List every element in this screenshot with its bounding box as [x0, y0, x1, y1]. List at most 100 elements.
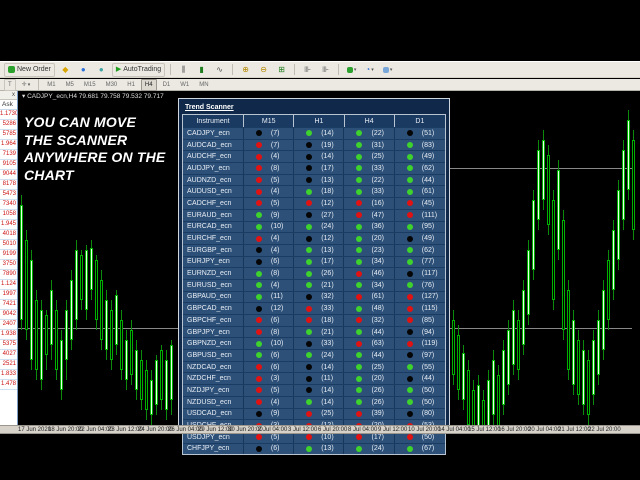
timeframe-button-h4[interactable]: H4	[140, 78, 157, 91]
timeframe-button-m1[interactable]: M1	[47, 81, 56, 88]
signal-cell: (5)	[244, 174, 295, 186]
signal-cell: (14)	[294, 385, 345, 396]
cursor-tool-button[interactable]: ✛▾	[21, 81, 31, 88]
signal-value: (44)	[371, 328, 384, 336]
scanner-row[interactable]: NZDUSD_ecn (4) (14) (26) (50)	[183, 395, 445, 408]
signal-cell: (94)	[395, 327, 445, 338]
scanner-row[interactable]: NZDJPY_ecn (5) (14) (26) (50)	[183, 384, 445, 396]
signal-value: (26)	[321, 270, 334, 278]
new-order-button[interactable]: New Order	[4, 62, 55, 77]
text-tool-button[interactable]: T	[4, 78, 16, 91]
timeframe-button-d1[interactable]: D1	[162, 81, 171, 88]
zoom-out-icon[interactable]: ⊖	[260, 65, 267, 74]
signal-cell: (4)	[244, 279, 295, 291]
signal-dot-green	[306, 247, 313, 254]
close-icon[interactable]: x	[0, 91, 17, 100]
scanner-row[interactable]: CADJPY_ecn (7) (14) (22) (51)	[183, 127, 445, 139]
timeframe-button-m30[interactable]: M30	[105, 81, 118, 88]
time-axis-label: 8 Jul 04:00	[348, 427, 378, 433]
candle-body	[50, 290, 53, 345]
scanner-row[interactable]: EURJPY_ecn (6) (17) (34) (77)	[183, 255, 445, 268]
ask-price: 1.1730	[0, 110, 17, 120]
trend-scanner-panel[interactable]: Trend Scanner Instrument M15 H1 H4 D1 CA…	[178, 98, 450, 456]
signal-dot-green	[306, 130, 313, 137]
scanner-row[interactable]: EURGBP_ecn (4) (13) (23) (62)	[183, 243, 445, 256]
autotrading-button[interactable]: ▶ AutoTrading	[111, 62, 166, 77]
scanner-row[interactable]: GBPCAD_ecn (12) (33) (48) (115)	[183, 302, 445, 314]
scanner-row[interactable]: EURCAD_ecn (10) (24) (36) (95)	[183, 220, 445, 233]
signal-value: (76)	[421, 281, 435, 289]
community-icon[interactable]: ●	[98, 65, 104, 74]
chart-collapse-icon[interactable]: ▾	[22, 93, 28, 100]
scanner-row[interactable]: GBPAUD_ecn (11) (32) (61) (127)	[183, 290, 445, 303]
tile-windows-icon[interactable]: ⊞	[278, 65, 285, 74]
scanner-row[interactable]: AUDCAD_ecn (7) (19) (31) (83)	[183, 138, 445, 151]
timeframe-button-m15[interactable]: M15	[83, 81, 96, 88]
scanner-row[interactable]: EURCHF_ecn (4) (12) (20) (49)	[183, 232, 445, 244]
line-chart-icon[interactable]: ∿	[216, 65, 223, 74]
candle-body	[602, 290, 605, 350]
scanner-row[interactable]: EURAUD_ecn (9) (27) (47) (111)	[183, 208, 445, 221]
signal-cell: (16)	[344, 198, 395, 209]
scanner-row[interactable]: CHFJPY_ecn (6) (13) (24) (67)	[183, 442, 445, 455]
scanner-row[interactable]: CADCHF_ecn (5) (12) (16) (45)	[183, 197, 445, 209]
templates-menu-button[interactable]: ▾	[380, 63, 395, 77]
scanner-row[interactable]: AUDJPY_ecn (8) (17) (33) (62)	[183, 162, 445, 174]
signal-cell: (24)	[294, 350, 345, 361]
cascade-charts-icon[interactable]: ⊪	[322, 65, 330, 74]
signal-dot-black	[406, 352, 413, 359]
scanner-row[interactable]: GBPCHF_ecn (6) (18) (32) (85)	[183, 314, 445, 326]
signal-value: (127)	[421, 293, 439, 301]
time-axis-label: 6 Jul 20:00	[318, 427, 348, 433]
candle-body	[477, 385, 480, 425]
profile-icon[interactable]: ●	[80, 65, 86, 74]
trend-scanner-title[interactable]: Trend Scanner	[185, 104, 234, 111]
timeframe-button-m5[interactable]: M5	[65, 81, 74, 88]
signal-value: (9)	[270, 410, 280, 418]
scanner-row[interactable]: EURUSD_ecn (4) (21) (34) (76)	[183, 278, 445, 291]
timeframe-button-mn[interactable]: MN	[199, 81, 209, 88]
signal-value: (7)	[270, 129, 280, 137]
signal-value: (48)	[371, 305, 384, 313]
scanner-row[interactable]: EURNZD_ecn (8) (26) (46) (117)	[183, 267, 445, 279]
candle-body	[622, 150, 625, 220]
signal-value: (33)	[321, 305, 334, 313]
candlestick-chart-icon[interactable]: ▮	[199, 65, 204, 74]
signal-dot-black	[306, 177, 313, 184]
zoom-in-icon[interactable]: ⊕	[242, 65, 249, 74]
signal-cell: (26)	[294, 268, 345, 279]
scanner-row[interactable]: AUDUSD_ecn (4) (18) (33) (61)	[183, 185, 445, 198]
signal-dot-green	[406, 165, 413, 172]
signal-dot-red	[255, 387, 262, 394]
scanner-row[interactable]: AUDNZD_ecn (5) (13) (22) (44)	[183, 173, 445, 186]
arrange-charts-icon[interactable]: ⊪	[304, 65, 312, 74]
scanner-row[interactable]: GBPNZD_ecn (10) (33) (63) (119)	[183, 337, 445, 350]
signal-dot-green	[356, 177, 363, 184]
scanner-row[interactable]: USDCAD_ecn (9) (25) (39) (80)	[183, 407, 445, 420]
signal-dot-red	[406, 293, 413, 300]
indicators-menu-button[interactable]: ▾	[344, 63, 359, 77]
candle-body	[522, 290, 525, 345]
signal-dot-red	[356, 410, 363, 417]
signal-cell: (33)	[294, 338, 345, 350]
periods-menu-button[interactable]: ◔ ▾	[365, 65, 374, 74]
alerts-icon[interactable]: ◆	[62, 65, 69, 74]
scanner-row[interactable]: GBPUSD_ecn (6) (24) (44) (97)	[183, 349, 445, 361]
signal-cell: (13)	[294, 174, 345, 186]
signal-dot-red	[406, 200, 413, 207]
scanner-row[interactable]: NZDCHF_ecn (3) (11) (20) (44)	[183, 372, 445, 385]
scanner-row[interactable]: GBPJPY_ecn (8) (21) (44) (94)	[183, 325, 445, 338]
signal-dot-green	[356, 130, 363, 137]
signal-dot-green	[306, 329, 313, 336]
scanner-row[interactable]: AUDCHF_ecn (4) (14) (25) (49)	[183, 150, 445, 163]
time-axis-label: 30 Jun 20:00	[228, 427, 263, 433]
ask-price: 1.478	[0, 380, 17, 390]
timeframe-button-h1[interactable]: H1	[127, 81, 135, 88]
bar-chart-icon[interactable]: ⫼	[181, 64, 186, 74]
ask-price: 1.964	[0, 140, 17, 150]
signal-cell: (39)	[344, 408, 395, 420]
signal-value: (62)	[421, 164, 435, 172]
signal-value: (63)	[371, 340, 384, 348]
timeframe-button-w1[interactable]: W1	[180, 81, 190, 88]
scanner-row[interactable]: NZDCAD_ecn (6) (14) (25) (55)	[183, 360, 445, 373]
